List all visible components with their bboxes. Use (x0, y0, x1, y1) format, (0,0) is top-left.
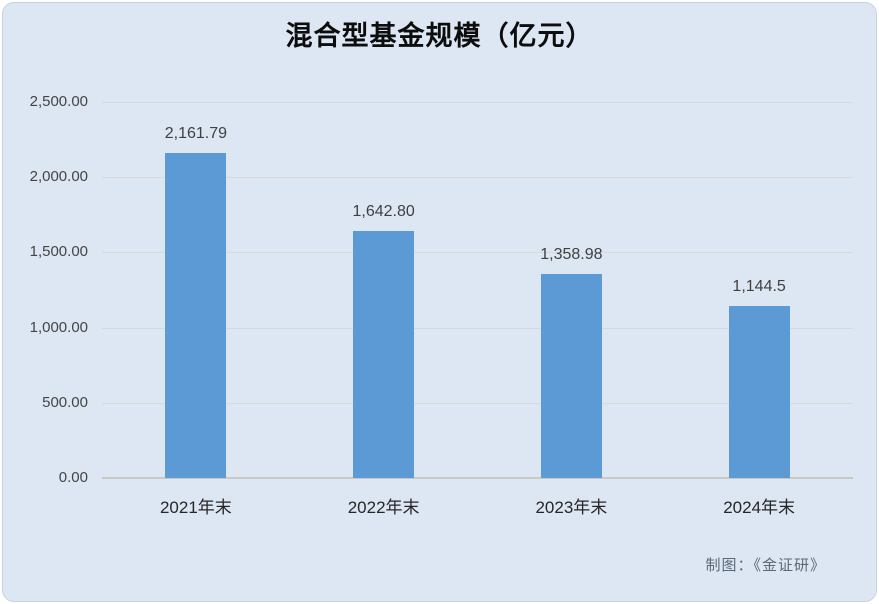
gridline (102, 177, 853, 179)
bar (728, 305, 790, 478)
y-axis-tick-label: 1,500.00 (29, 243, 88, 261)
y-axis-tick-label: 1,000.00 (29, 318, 88, 336)
x-axis-category-label: 2022年末 (347, 498, 420, 517)
bar-value-label: 1,358.98 (540, 245, 603, 263)
bar (353, 230, 415, 478)
bar-value-label: 1,144.5 (732, 277, 786, 295)
chart-title: 混合型基金规模（亿元） (285, 21, 594, 51)
bar-value-label: 1,642.80 (352, 202, 415, 220)
x-axis-category-label: 2021年末 (159, 498, 232, 517)
x-axis-category-label: 2024年末 (723, 498, 796, 517)
y-axis-tick-label: 500.00 (42, 393, 88, 411)
y-axis-tick-label: 2,500.00 (29, 93, 88, 110)
y-axis-tick-label: 2,000.00 (29, 168, 88, 186)
y-axis-tick-label: 0.00 (58, 469, 88, 486)
x-axis-category-label: 2023年末 (535, 498, 608, 517)
bar (165, 152, 227, 478)
bar-value-label: 2,161.79 (164, 124, 228, 142)
gridline (102, 402, 853, 404)
bar (540, 273, 602, 478)
x-axis-line (102, 477, 853, 479)
gridline (102, 102, 853, 103)
credit-text: 制图：《金证研》 (705, 557, 826, 574)
gridline (102, 327, 853, 329)
gridline (102, 252, 853, 254)
